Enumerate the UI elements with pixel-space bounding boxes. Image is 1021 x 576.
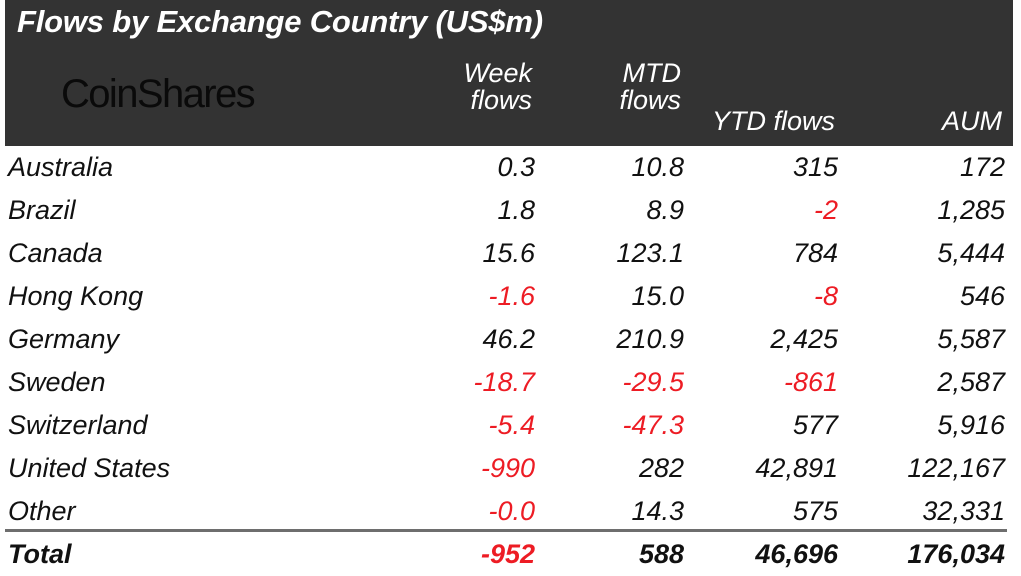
column-header-week-flows: Week flows	[463, 60, 532, 114]
row-mtd-flows: -47.3	[622, 410, 684, 440]
row-ytd-flows: -8	[813, 281, 838, 311]
page-title: Flows by Exchange Country (US$m)	[17, 4, 543, 39]
total-ytd-flows: 46,696	[755, 539, 838, 569]
row-week-flows: 1.8	[497, 195, 535, 225]
table-row: Other -0.0 14.3 575 32,331	[0, 490, 1021, 533]
row-mtd-flows: -29.5	[622, 367, 684, 397]
row-country-label: Australia	[8, 152, 114, 182]
row-country-label: Other	[8, 496, 76, 526]
row-aum: 2,587	[937, 367, 1005, 397]
row-country-label: Germany	[8, 324, 120, 354]
row-mtd-flows: 8.9	[646, 195, 684, 225]
row-mtd-flows: 14.3	[631, 496, 684, 526]
table-row: Switzerland -5.4 -47.3 577 5,916	[0, 404, 1021, 447]
total-mtd-flows: 588	[638, 539, 684, 569]
table-row: Australia 0.3 10.8 315 172	[0, 146, 1021, 189]
row-aum: 1,285	[937, 195, 1005, 225]
column-header-aum: AUM	[942, 108, 1002, 135]
table-row-total: Total -952 588 46,696 176,034	[0, 533, 1021, 576]
row-aum: 5,444	[937, 238, 1005, 268]
column-header-mtd-flows-line1: MTD	[622, 58, 681, 88]
row-week-flows: -990	[480, 453, 535, 483]
row-country-label: United States	[8, 453, 171, 483]
table-row: Canada 15.6 123.1 784 5,444	[0, 232, 1021, 275]
row-country-label: Sweden	[8, 367, 106, 397]
row-country-label: Switzerland	[8, 410, 148, 440]
row-week-flows: -0.0	[488, 496, 535, 526]
row-mtd-flows: 123.1	[616, 238, 684, 268]
column-header-mtd-flows: MTD flows	[619, 60, 681, 114]
column-header-mtd-flows-line2: flows	[619, 85, 681, 115]
row-aum: 5,587	[937, 324, 1005, 354]
row-ytd-flows: 42,891	[755, 453, 838, 483]
row-mtd-flows: 15.0	[631, 281, 684, 311]
row-week-flows: -5.4	[488, 410, 535, 440]
row-ytd-flows: 2,425	[770, 324, 838, 354]
column-header-aum-label: AUM	[942, 106, 1002, 136]
column-header-week-flows-line2: flows	[470, 85, 532, 115]
row-week-flows: 15.6	[482, 238, 535, 268]
row-mtd-flows: 10.8	[631, 152, 684, 182]
row-country-label: Canada	[8, 238, 103, 268]
row-country-label: Hong Kong	[8, 281, 144, 311]
row-aum: 172	[959, 152, 1005, 182]
row-ytd-flows: 315	[792, 152, 838, 182]
row-aum: 546	[959, 281, 1005, 311]
row-ytd-flows: -861	[783, 367, 838, 397]
table-header-band: Flows by Exchange Country (US$m) CoinSha…	[5, 0, 1013, 146]
row-ytd-flows: 575	[792, 496, 838, 526]
table-body: Australia 0.3 10.8 315 172 Brazil 1.8 8.9 -2 1,28…	[0, 146, 1021, 533]
column-header-ytd-flows-label: YTD flows	[711, 106, 835, 136]
row-ytd-flows: 577	[792, 410, 838, 440]
row-week-flows: 0.3	[497, 152, 535, 182]
table-row: United States -990 282 42,891 122,167	[0, 447, 1021, 490]
table-row: Hong Kong -1.6 15.0 -8 546	[0, 275, 1021, 318]
column-header-week-flows-line1: Week	[463, 58, 532, 88]
coinshares-logo: CoinShares	[61, 72, 256, 116]
row-week-flows: 46.2	[482, 324, 535, 354]
row-aum: 122,167	[907, 453, 1005, 483]
row-ytd-flows: -2	[813, 195, 838, 225]
row-aum: 5,916	[937, 410, 1005, 440]
total-label: Total	[8, 539, 72, 569]
row-ytd-flows: 784	[792, 238, 838, 268]
table-row: Brazil 1.8 8.9 -2 1,285	[0, 189, 1021, 232]
table-row: Sweden -18.7 -29.5 -861 2,587	[0, 361, 1021, 404]
row-mtd-flows: 210.9	[616, 324, 684, 354]
total-week-flows: -952	[480, 539, 535, 569]
column-header-ytd-flows: YTD flows	[712, 108, 835, 135]
row-mtd-flows: 282	[638, 453, 684, 483]
total-aum: 176,034	[907, 539, 1005, 569]
total-divider	[5, 529, 1007, 532]
row-week-flows: -1.6	[488, 281, 535, 311]
row-week-flows: -18.7	[473, 367, 535, 397]
table-row: Germany 46.2 210.9 2,425 5,587	[0, 318, 1021, 361]
row-country-label: Brazil	[8, 195, 76, 225]
row-aum: 32,331	[922, 496, 1005, 526]
